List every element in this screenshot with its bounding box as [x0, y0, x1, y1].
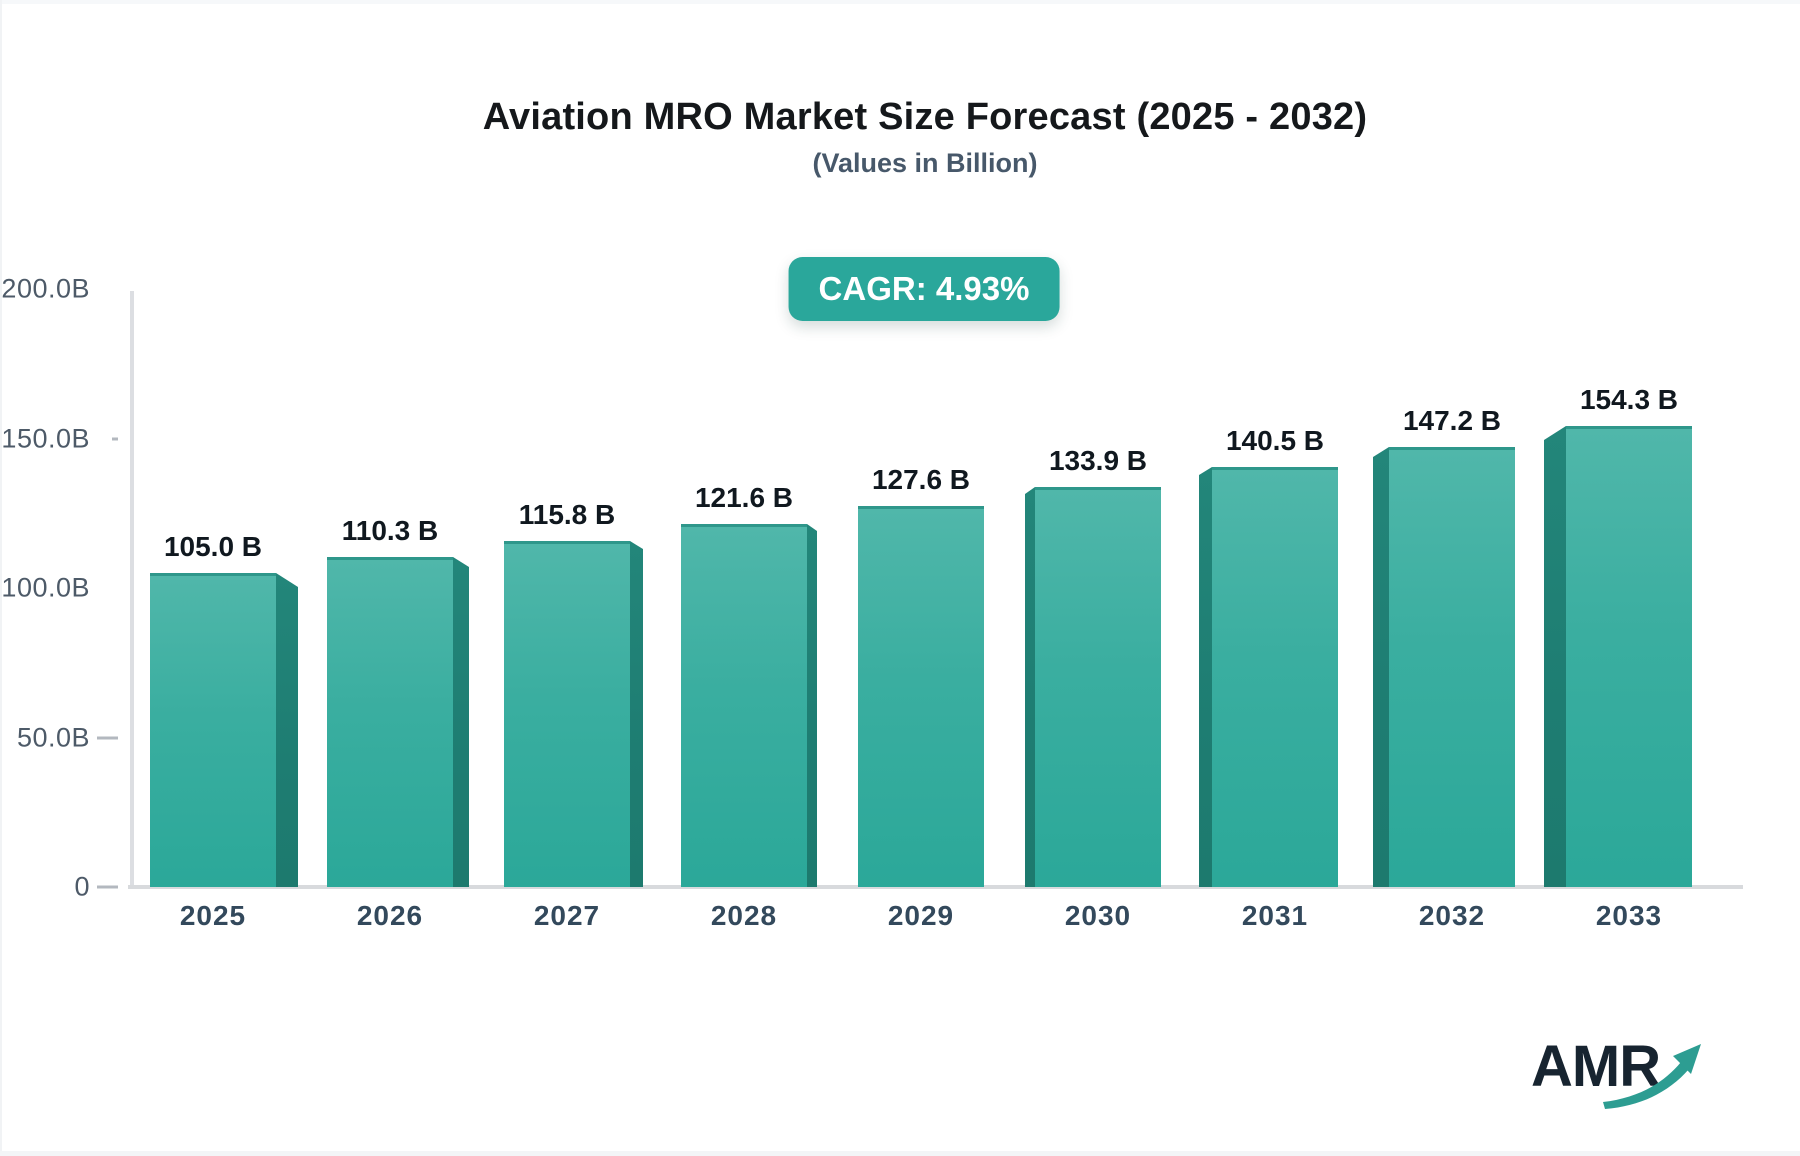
bar-2028[interactable]: [681, 524, 807, 887]
growth-arrow-icon: [1603, 1062, 1689, 1109]
bar-value-label-2029: 127.6 B: [871, 464, 971, 495]
bar-side-2031: [1199, 467, 1212, 887]
bar-value-label-2028: 121.6 B: [694, 482, 794, 513]
brand-logo: AMR: [1515, 1018, 1745, 1118]
x-axis-label-2032: 2032: [1418, 900, 1486, 931]
y-axis-label-50: 50.0B: [16, 722, 90, 753]
brand-logo-text: AMR: [1531, 1034, 1660, 1099]
page-left-border: [0, 0, 2, 1156]
bar-value-label-2027: 115.8 B: [518, 499, 616, 530]
y-axis-label-100: 100.0B: [1, 572, 90, 603]
page-top-border: [0, 0, 1800, 4]
bar-value-label-2026: 110.3 B: [341, 515, 439, 546]
page-bottom-border: [0, 1151, 1800, 1156]
x-axis-label-2030: 2030: [1064, 900, 1132, 931]
bar-2027[interactable]: [504, 541, 630, 887]
bar-2025[interactable]: [150, 573, 276, 887]
x-axis-label-2027: 2027: [533, 900, 601, 931]
y-axis-tick-50: [97, 736, 118, 740]
x-axis-label-2026: 2026: [356, 900, 424, 931]
bar-value-label-2030: 133.9 B: [1048, 445, 1148, 476]
bar-2032[interactable]: [1389, 447, 1515, 887]
x-axis-label-2029: 2029: [887, 900, 955, 931]
chart-title: Aviation MRO Market Size Forecast (2025 …: [482, 96, 1368, 138]
bar-side-2026: [453, 557, 469, 887]
bar-side-2033: [1544, 426, 1566, 887]
x-axis-label-2031: 2031: [1241, 900, 1309, 931]
bar-value-label-2033: 154.3 B: [1579, 384, 1679, 415]
chart-subtitle: (Values in Billion): [812, 148, 1038, 178]
y-axis-label-0: 0: [74, 871, 90, 902]
bar-2026[interactable]: [327, 557, 453, 887]
bar-value-label-2031: 140.5 B: [1225, 425, 1325, 456]
bar-value-label-2025: 105.0 B: [163, 531, 263, 562]
bar-side-2030: [1025, 487, 1035, 887]
bar-side-2025: [276, 573, 298, 887]
bar-side-2027: [630, 541, 643, 887]
x-axis-label-2025: 2025: [179, 900, 247, 931]
bar-2033[interactable]: [1566, 426, 1692, 887]
bar-2029[interactable]: [858, 506, 984, 887]
x-axis-line: [128, 885, 1743, 889]
y-axis-label-150: 150.0B: [1, 423, 90, 454]
bar-side-2028: [807, 524, 817, 887]
cagr-badge: CAGR: 4.93%: [788, 257, 1060, 321]
bar-value-label-2032: 147.2 B: [1402, 405, 1502, 436]
bar-2030[interactable]: [1035, 487, 1161, 887]
bar-2031[interactable]: [1212, 467, 1338, 887]
y-axis-tick-150: [112, 437, 118, 441]
bar-side-2032: [1373, 447, 1389, 887]
x-axis-label-2028: 2028: [710, 900, 778, 931]
y-axis-tick-0: [97, 885, 118, 889]
x-axis-label-2033: 2033: [1595, 900, 1663, 931]
y-axis-line: [130, 291, 134, 889]
y-axis-label-200: 200.0B: [1, 273, 90, 304]
growth-arrow-head: [1673, 1044, 1701, 1074]
